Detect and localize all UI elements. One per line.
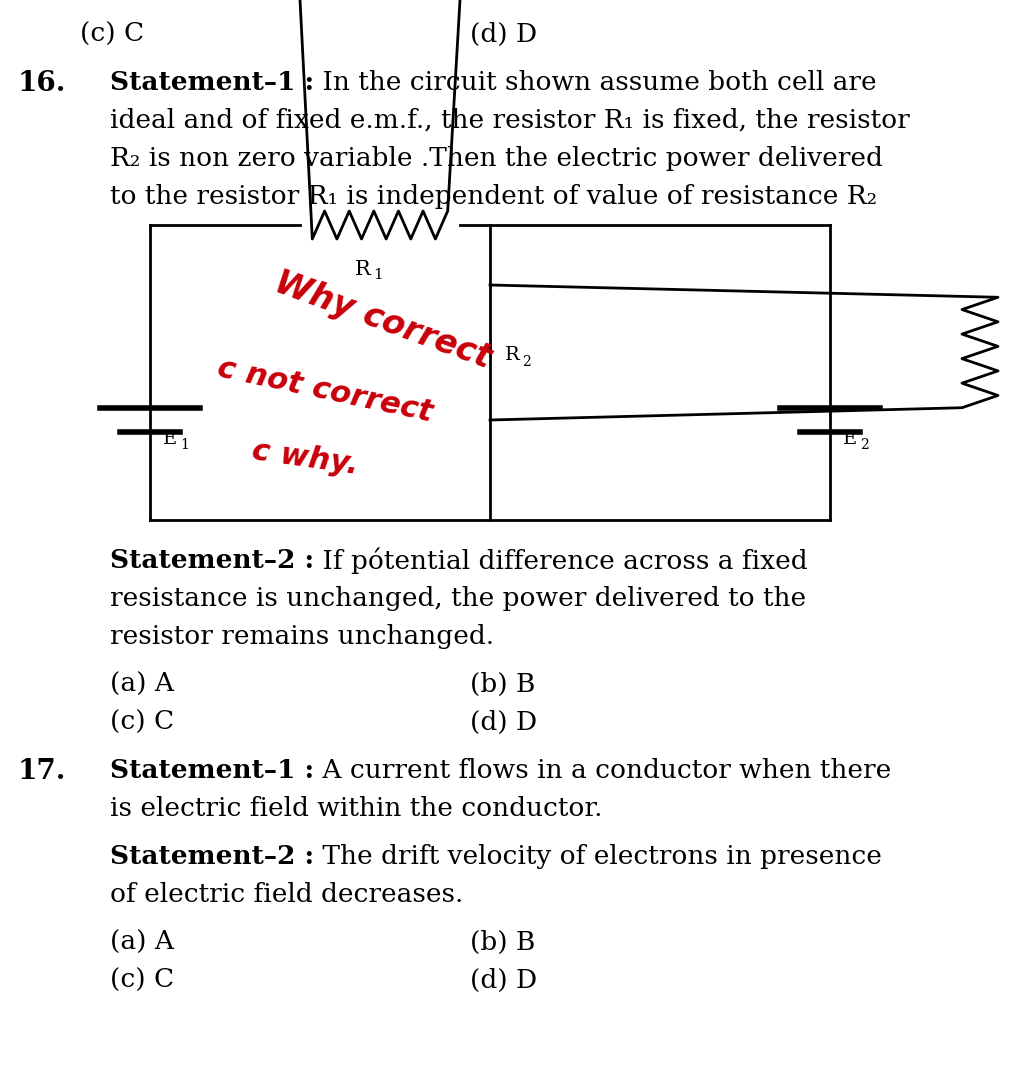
Text: resistance is unchanged, the power delivered to the: resistance is unchanged, the power deliv… [110,586,806,611]
Text: R: R [355,261,371,279]
Text: 1: 1 [373,268,383,282]
Text: 2: 2 [522,355,530,370]
Text: (a) A: (a) A [110,673,174,697]
Text: 16.: 16. [18,70,67,97]
Text: is electric field within the conductor.: is electric field within the conductor. [110,796,602,821]
Text: (c) C: (c) C [110,710,174,735]
Text: R: R [505,346,520,364]
Text: 2: 2 [860,438,868,452]
Text: E: E [163,429,177,448]
Text: Statement–1 :: Statement–1 : [110,70,314,95]
Text: In the circuit shown assume both cell are: In the circuit shown assume both cell ar… [314,70,877,95]
Text: Why correct: Why correct [270,266,496,375]
Text: 1: 1 [180,438,188,452]
Text: c why.: c why. [250,436,360,480]
Text: Statement–2 :: Statement–2 : [110,844,314,869]
Text: (d) D: (d) D [470,710,538,735]
Text: A current flows in a conductor when there: A current flows in a conductor when ther… [314,758,891,783]
Text: (c) C: (c) C [110,968,174,993]
Text: ideal and of fixed e.m.f., the resistor R₁ is fixed, the resistor: ideal and of fixed e.m.f., the resistor … [110,108,909,133]
Text: (a) A: (a) A [110,930,174,955]
Text: (b) B: (b) B [470,930,536,955]
Text: If pótential difference across a fixed: If pótential difference across a fixed [314,548,808,574]
Text: (d) D: (d) D [470,22,538,47]
Text: R₂ is non zero variable .Then the electric power delivered: R₂ is non zero variable .Then the electr… [110,146,883,171]
Text: (b) B: (b) B [470,673,536,697]
Text: to the resistor R₁ is independent of value of resistance R₂: to the resistor R₁ is independent of val… [110,184,878,209]
Text: 17.: 17. [18,758,67,785]
Text: resistor remains unchanged.: resistor remains unchanged. [110,623,495,649]
Text: (d) D: (d) D [470,968,538,993]
Text: Statement–1 :: Statement–1 : [110,758,314,783]
Text: The drift velocity of electrons in presence: The drift velocity of electrons in prese… [314,844,882,869]
Text: (c) C: (c) C [80,22,144,47]
Text: c not correct: c not correct [215,353,435,427]
Text: of electric field decreases.: of electric field decreases. [110,882,464,907]
Text: Statement–2 :: Statement–2 : [110,548,314,573]
Text: E: E [843,429,857,448]
